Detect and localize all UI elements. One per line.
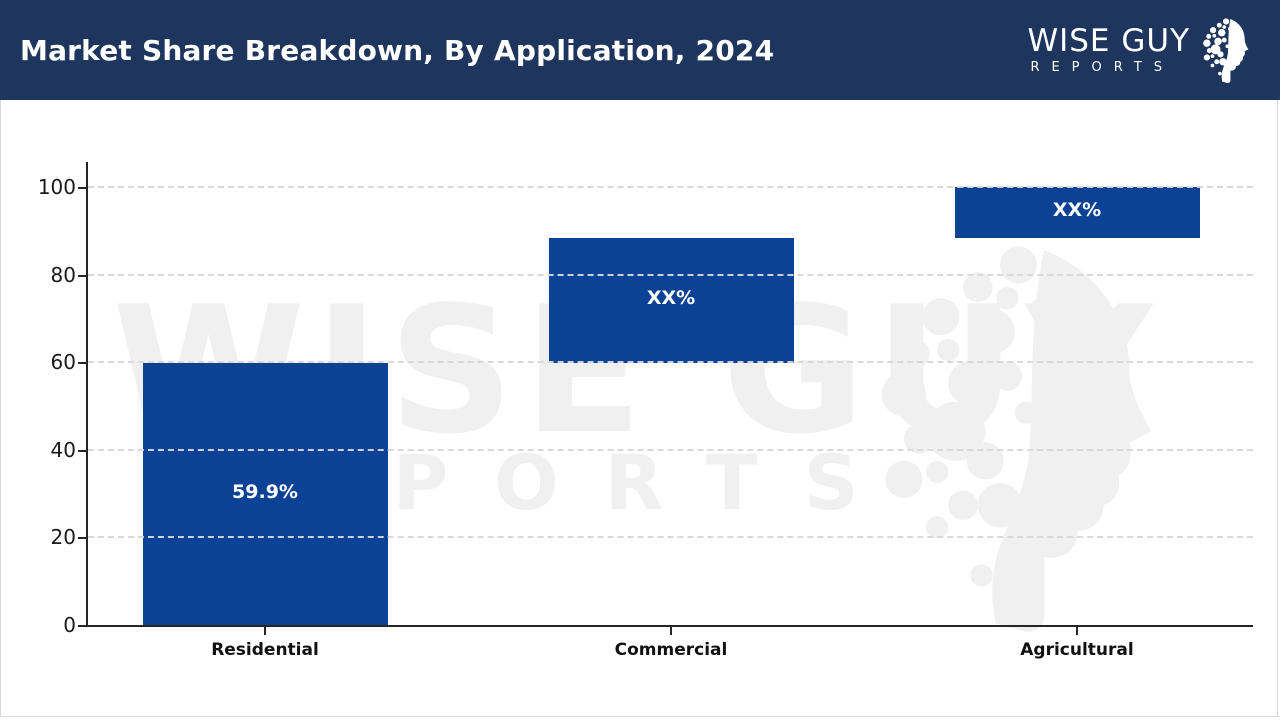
logo-wordmark: WISE GUY [1027,23,1190,59]
bar-value-label: 59.9% [232,480,298,503]
x-tick-residential [264,627,266,635]
y-tick-label: 40 [50,437,76,462]
gridline-60 [88,361,1253,364]
gridline-20 [88,536,1253,539]
y-tick-20 [78,537,86,540]
y-tick-80 [78,274,86,277]
y-tick-label: 0 [63,613,76,637]
y-tick-label: 100 [37,175,76,199]
x-tick-agricultural [1076,627,1078,635]
gridline-40 [88,448,1253,451]
y-tick-label: 60 [50,350,76,375]
category-label-commercial: Commercial [614,640,728,660]
wiseguy-logo: WISE GUY REPORTS [1027,10,1254,90]
logo-text: WISE GUY REPORTS [1027,23,1190,75]
category-label-residential: Residential [211,640,319,660]
chart-area: WISE GUY REPORTS 0 20 40 60 80 100 59.9% Reside… [0,100,1280,720]
bar-agricultural [954,187,1200,238]
bar-residential [142,362,388,625]
wiseguy-head-icon [1203,18,1249,84]
logo-subtitle: REPORTS [1030,60,1175,75]
bar-value-label: XX% [1052,199,1102,222]
bar-value-label: XX% [646,287,696,310]
page-title: Market Share Breakdown, By Application, … [20,33,775,67]
category-label-agricultural: Agricultural [1020,640,1134,660]
gridline-80 [88,273,1253,276]
y-tick-label: 80 [50,262,76,287]
y-tick-label: 20 [50,525,76,550]
header: Market Share Breakdown, By Application, … [0,0,1280,100]
y-tick-60 [78,362,86,365]
y-axis-line [86,162,88,627]
page-border-bottom [0,716,1280,717]
page-border-left [0,100,1,717]
y-tick-100 [78,187,86,189]
x-tick-commercial [670,627,672,635]
page-border-right [1277,100,1278,717]
bar-commercial [548,237,794,363]
y-tick-0 [78,625,86,627]
x-axis-line [86,625,1253,627]
y-tick-40 [78,449,86,452]
watermark-head-icon [881,246,1152,632]
gridline-100 [88,186,1253,188]
